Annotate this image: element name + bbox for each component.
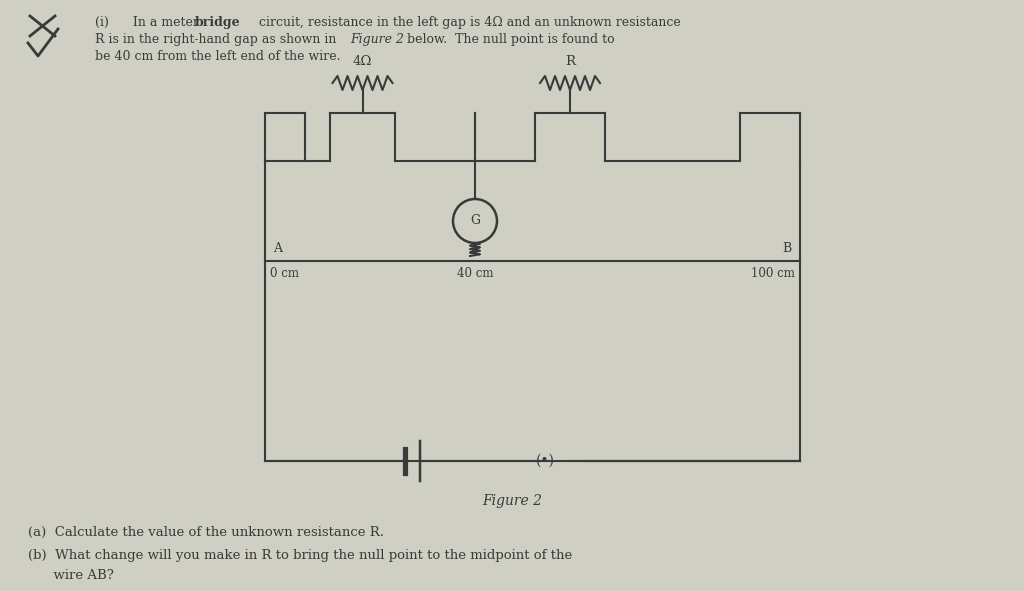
Text: (a)  Calculate the value of the unknown resistance R.: (a) Calculate the value of the unknown r…	[28, 526, 384, 539]
Text: G: G	[470, 215, 480, 228]
Text: A: A	[273, 242, 282, 255]
Text: circuit, resistance in the left gap is 4Ω and an unknown resistance: circuit, resistance in the left gap is 4…	[255, 16, 681, 29]
Text: (b)  What change will you make in R to bring the null point to the midpoint of t: (b) What change will you make in R to br…	[28, 549, 572, 562]
Text: be 40 cm from the left end of the wire.: be 40 cm from the left end of the wire.	[95, 50, 341, 63]
Text: 40 cm: 40 cm	[457, 267, 494, 280]
Text: 100 cm: 100 cm	[752, 267, 795, 280]
Text: B: B	[782, 242, 792, 255]
Text: R is in the right-hand gap as shown in: R is in the right-hand gap as shown in	[95, 33, 340, 46]
Text: (i)      In a meter: (i) In a meter	[95, 16, 203, 29]
Text: Figure 2: Figure 2	[350, 33, 404, 46]
Text: Figure 2: Figure 2	[482, 494, 542, 508]
Text: wire AB?: wire AB?	[28, 569, 114, 582]
Text: 0 cm: 0 cm	[270, 267, 299, 280]
Text: (•): (•)	[536, 454, 555, 468]
Text: below.  The null point is found to: below. The null point is found to	[403, 33, 614, 46]
Text: 4Ω: 4Ω	[353, 55, 372, 68]
Text: bridge: bridge	[195, 16, 241, 29]
Text: R: R	[565, 55, 575, 68]
